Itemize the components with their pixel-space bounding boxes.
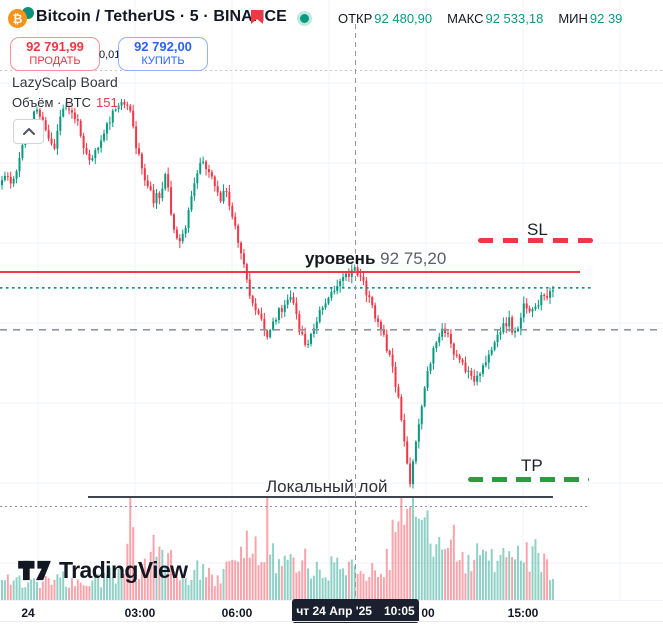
time-label: 00	[421, 606, 435, 620]
take-profit-dashed-line[interactable]	[468, 477, 589, 482]
spread-value: 0,01	[99, 49, 121, 61]
sell-button[interactable]: 92 791,99 ПРОДАТЬ	[10, 37, 100, 71]
chart-header: ₿ Bitcoin / TetherUS · 5 · BINANCE ОТКР …	[0, 0, 663, 36]
stat-open-value: 92 480,90	[374, 11, 433, 26]
tradingview-logo[interactable]: TradingView	[18, 557, 188, 584]
indicator-volume-row[interactable]: Объём · BTC 151	[12, 95, 118, 110]
session-low-dotted-line	[0, 506, 588, 508]
tradingview-logo-icon	[18, 560, 51, 581]
chevron-up-icon	[22, 128, 35, 135]
level-label-value: 92 75,20	[380, 249, 447, 268]
time-label: 24	[21, 606, 35, 620]
stat-high-label: МАКС	[447, 11, 484, 26]
buy-label: КУПИТЬ	[141, 55, 185, 68]
indicator-lazyscalp-label[interactable]: LazyScalp Board	[12, 74, 118, 90]
pane-separator-dotted-line	[0, 70, 663, 72]
level-label-text: уровень	[305, 249, 376, 268]
bottom-divider	[0, 621, 663, 622]
stat-low-label: МИН	[558, 11, 588, 26]
resistance-level-line[interactable]	[0, 271, 580, 273]
take-profit-label[interactable]: TP	[521, 456, 543, 475]
buy-button[interactable]: 92 792,00 КУПИТЬ	[118, 37, 208, 71]
stat-low-value: 92 39	[589, 11, 623, 26]
time-label: 15:00	[507, 606, 539, 620]
collapse-indicators-button[interactable]	[13, 119, 44, 144]
price-chart-canvas[interactable]	[0, 0, 663, 600]
stat-high: МАКС 92 533,18	[447, 11, 543, 26]
level-label[interactable]: уровень 92 75,20	[305, 249, 446, 269]
red-flag-icon[interactable]	[249, 9, 265, 25]
time-label: 06:00	[221, 606, 253, 620]
tooltip-date: чт 24 Апр '25	[296, 604, 372, 618]
crosshair-vertical-line	[355, 24, 356, 600]
stat-high-value: 92 533,18	[485, 11, 544, 26]
symbol-title[interactable]: Bitcoin / TetherUS · 5 · BINANCE	[36, 8, 287, 25]
stop-loss-label[interactable]: SL	[527, 220, 548, 239]
stat-open-label: ОТКР	[338, 11, 373, 26]
bitcoin-logo[interactable]: ₿	[8, 7, 38, 29]
current-price-dotted-line	[0, 287, 592, 289]
bitcoin-icon: ₿	[8, 9, 27, 28]
stat-low: МИН 92 39	[558, 11, 622, 26]
buy-price: 92 792,00	[134, 39, 192, 55]
local-low-label[interactable]: Локальный лой	[266, 477, 388, 496]
volume-indicator-value: 151	[95, 95, 118, 110]
sell-label: ПРОДАТЬ	[29, 55, 81, 68]
tradingview-logo-text: TradingView	[59, 557, 188, 583]
local-low-line[interactable]	[88, 496, 553, 498]
volume-indicator-label: Объём · BTC	[12, 95, 91, 110]
stat-open: ОТКР 92 480,90	[338, 11, 432, 26]
crosshair-time-tooltip: чт 24 Апр '25 10:05	[292, 599, 419, 623]
ohlc-stats: ОТКР 92 480,90 МАКС 92 533,18 МИН 92 39	[338, 11, 663, 26]
time-label: 03:00	[124, 606, 156, 620]
stop-loss-dashed-line[interactable]	[478, 238, 593, 243]
sell-price: 92 791,99	[26, 39, 84, 55]
mid-dashed-line[interactable]	[0, 329, 663, 331]
market-status-dot[interactable]	[297, 11, 312, 26]
time-axis[interactable]: 24 03:00 06:00 00 15:00 чт 24 Апр '25 10:05	[0, 599, 663, 627]
tooltip-time: 10:05	[383, 604, 415, 618]
